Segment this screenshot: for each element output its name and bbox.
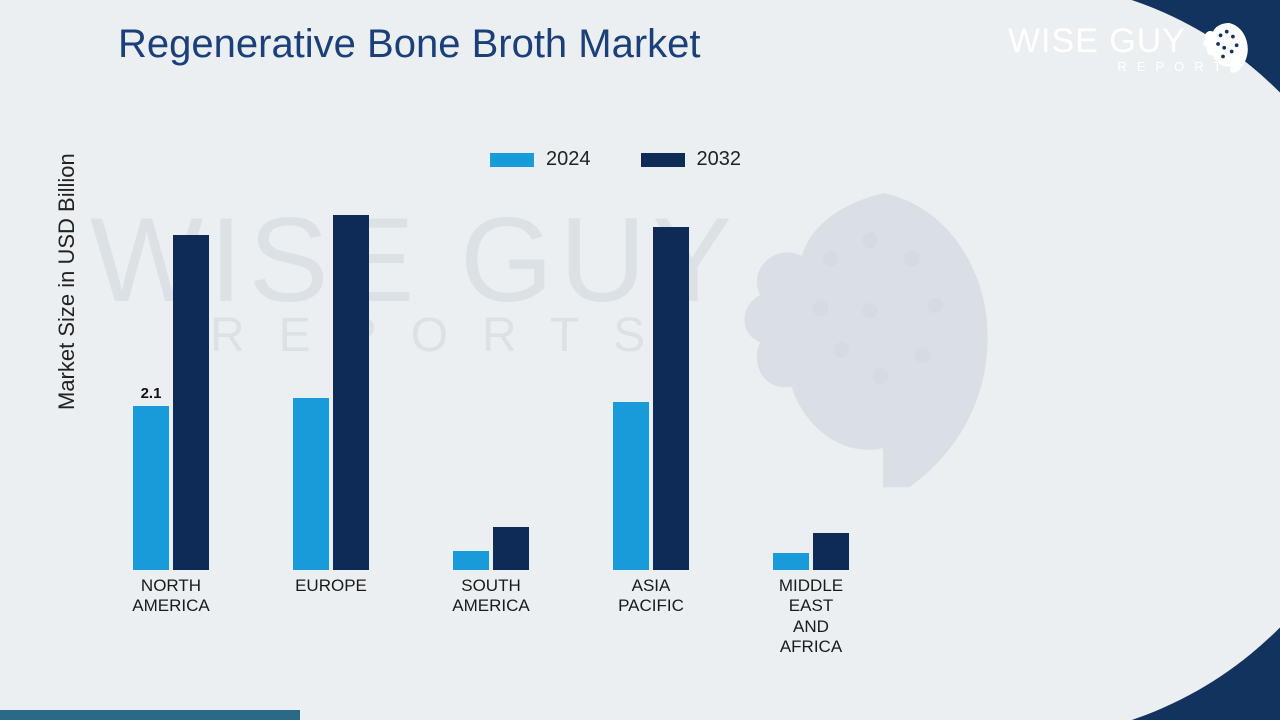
page-root: WISE GUY REPORTS WISE GUY REPORTS Regene… — [0, 0, 1280, 720]
legend: 2024 2032 — [490, 148, 741, 171]
plot-region: 2.1NORTHAMERICAEUROPESOUTHAMERICAASIAPAC… — [132, 180, 912, 570]
legend-label-2032: 2032 — [697, 148, 742, 170]
legend-label-2024: 2024 — [546, 148, 591, 170]
category-label: SOUTHAMERICA — [421, 570, 561, 617]
bar-2032 — [333, 215, 369, 570]
bar-2032 — [173, 235, 209, 570]
legend-swatch-2032 — [641, 153, 685, 167]
legend-swatch-2024 — [490, 153, 534, 167]
bar-2024 — [773, 553, 809, 570]
bar-2032 — [653, 227, 689, 570]
brain-head-icon — [1192, 18, 1254, 80]
bar-2024 — [133, 406, 169, 570]
chart-area: Market Size in USD Billion 2024 2032 2.1… — [60, 160, 930, 680]
bar-2024 — [293, 398, 329, 570]
category-label: EUROPE — [261, 570, 401, 596]
bar-2032 — [813, 533, 849, 570]
y-axis-label: Market Size in USD Billion — [54, 153, 80, 410]
chart-title: Regenerative Bone Broth Market — [118, 22, 701, 67]
legend-item-2032: 2032 — [641, 148, 742, 171]
category-label: MIDDLEEASTANDAFRICA — [741, 570, 881, 658]
brand-logo: WISE GUY REPORTS — [1008, 22, 1252, 74]
bar-2024 — [613, 402, 649, 570]
bar-value-label: 2.1 — [126, 385, 176, 402]
category-label: ASIAPACIFIC — [581, 570, 721, 617]
bar-2024 — [453, 551, 489, 571]
bar-2032 — [493, 527, 529, 570]
legend-item-2024: 2024 — [490, 148, 591, 171]
bottom-accent-bar — [0, 710, 300, 720]
category-label: NORTHAMERICA — [101, 570, 241, 617]
